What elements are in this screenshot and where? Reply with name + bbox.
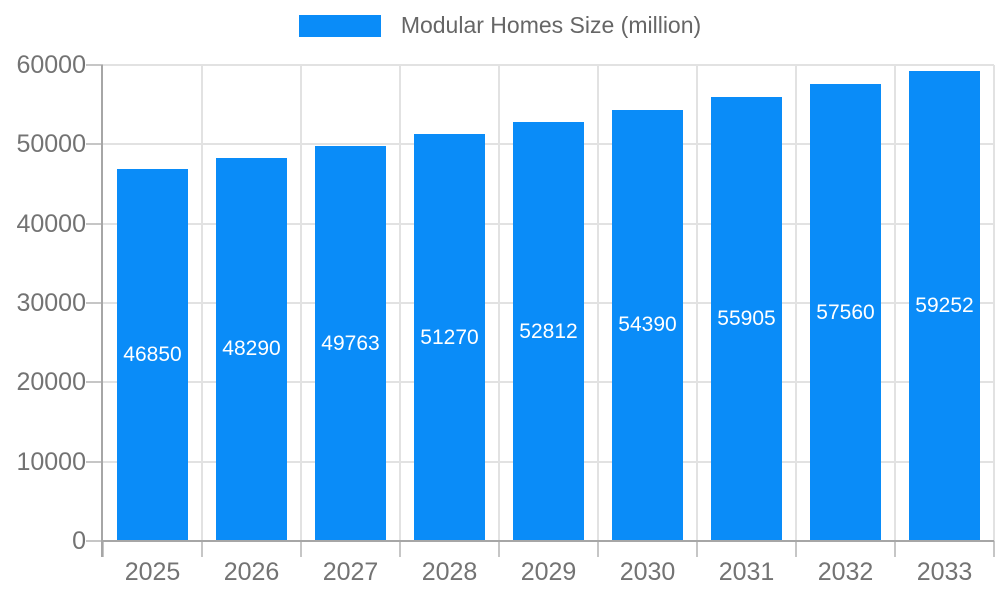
y-axis-tick [86, 302, 103, 304]
bar-2027[interactable]: 49763 [315, 146, 386, 541]
x-axis-tick [696, 541, 698, 557]
y-axis-tick [86, 381, 103, 384]
gridline-vertical [399, 65, 401, 541]
bar-value-label: 46850 [123, 343, 182, 367]
y-axis-tick [86, 460, 103, 463]
x-axis-tick-label: 2031 [718, 558, 775, 586]
y-axis-tick-label: 20000 [16, 368, 86, 397]
x-axis-tick-label: 2032 [817, 558, 874, 586]
bar-value-label: 48290 [222, 337, 281, 361]
gridline-horizontal [103, 64, 994, 66]
gridline-vertical [201, 65, 203, 541]
x-axis-tick-label: 2030 [619, 558, 676, 586]
bar-value-label: 55905 [717, 307, 776, 331]
y-axis-tick-label: 50000 [16, 130, 86, 159]
gridline-vertical [696, 65, 698, 541]
y-axis-tick-label: 40000 [16, 209, 86, 238]
bar-2033[interactable]: 59252 [909, 70, 980, 541]
x-axis-tick-label: 2025 [124, 558, 181, 586]
bar-value-label: 54390 [618, 313, 677, 337]
x-axis-tick [399, 541, 401, 557]
bar-2028[interactable]: 51270 [414, 134, 485, 541]
y-axis-tick-label: 60000 [16, 51, 86, 79]
x-axis-tick [300, 541, 302, 557]
gridline-vertical [894, 65, 896, 541]
bar-2026[interactable]: 48290 [216, 157, 287, 541]
y-axis-tick-label: 30000 [16, 289, 86, 317]
x-axis-tick-label: 2028 [421, 558, 478, 586]
gridline-vertical [300, 65, 302, 541]
x-axis-tick [795, 541, 797, 557]
legend[interactable]: Modular Homes Size (million) [0, 12, 1000, 39]
bar-value-label: 59252 [915, 293, 974, 317]
y-axis-tick [86, 143, 103, 146]
x-axis-tick [597, 541, 599, 557]
x-axis-tick [894, 541, 896, 557]
bar-2032[interactable]: 57560 [810, 84, 881, 541]
x-axis-tick [498, 541, 500, 557]
x-axis-tick [993, 541, 995, 557]
x-axis-tick [201, 541, 203, 557]
y-axis-tick [86, 540, 103, 542]
bar-value-label: 52812 [519, 319, 578, 343]
legend-swatch-icon [298, 14, 381, 37]
legend-label: Modular Homes Size (million) [400, 12, 702, 38]
x-axis-tick-label: 2026 [223, 558, 280, 586]
bar-2030[interactable]: 54390 [612, 109, 683, 541]
x-axis-tick-label: 2029 [520, 558, 577, 586]
y-axis-tick [86, 64, 103, 66]
y-axis-tick-label: 10000 [16, 447, 86, 476]
x-axis-tick-label: 2033 [916, 558, 973, 586]
x-axis-tick [102, 541, 104, 557]
y-axis-line [101, 65, 103, 557]
bar-2031[interactable]: 55905 [711, 97, 782, 541]
x-axis-tick-label: 2027 [322, 558, 379, 586]
gridline-vertical [597, 65, 599, 541]
bar-value-label: 57560 [816, 300, 875, 324]
bar-value-label: 49763 [321, 331, 380, 355]
bar-value-label: 51270 [420, 325, 479, 349]
gridline-vertical [795, 65, 797, 541]
y-axis-tick [86, 222, 103, 225]
x-axis-line [101, 540, 994, 542]
gridline-vertical [993, 65, 995, 541]
gridline-vertical [498, 65, 500, 541]
y-axis-tick-label: 0 [72, 527, 86, 555]
bar-2029[interactable]: 52812 [513, 122, 584, 541]
bar-2025[interactable]: 46850 [117, 169, 188, 541]
